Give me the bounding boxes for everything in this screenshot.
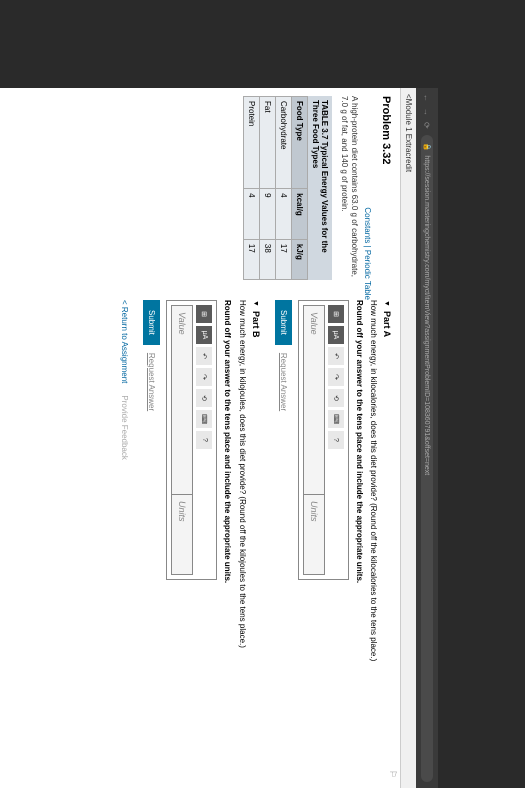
collapse-icon: ▼ (383, 300, 390, 307)
keyboard-icon[interactable]: ⌨ (327, 410, 343, 428)
energy-table: Food Type kcal/g kJ/g Carbohydrate417 Fa… (243, 96, 308, 280)
table-row: Fat938 (259, 96, 275, 279)
url-bar[interactable]: 🔒 https://session.masteringchemistry.com… (421, 134, 433, 781)
request-answer-b[interactable]: Request Answer (147, 352, 156, 410)
request-answer-a[interactable]: Request Answer (278, 352, 287, 410)
lock-icon: 🔒 (423, 142, 431, 151)
table-header-row: Food Type kcal/g kJ/g (291, 96, 307, 279)
collapse-icon: ▼ (252, 300, 259, 307)
part-a-question: How much energy, in kilocalories, does t… (367, 300, 377, 776)
refresh-icon[interactable]: ⟳ (422, 122, 431, 129)
undo-icon[interactable]: ↶ (327, 347, 343, 365)
symbol-tool-icon[interactable]: μA (327, 326, 343, 344)
part-a-answer-box: ⊞ μA ↶ ↷ ⟲ ⌨ ? Value Units (297, 300, 348, 580)
part-b-instruction: Round off your answer to the tens place … (223, 300, 232, 776)
part-a-instruction: Round off your answer to the tens place … (354, 300, 363, 776)
template-tool-icon[interactable]: ⊞ (196, 305, 212, 323)
reset-icon[interactable]: ⟲ (327, 389, 343, 407)
tab-strip: <Module 1 Extracredit (400, 88, 416, 788)
help-icon[interactable]: ? (327, 431, 343, 449)
value-input[interactable]: Value (171, 305, 193, 495)
answer-toolbar: ⊞ μA ↶ ↷ ⟲ ⌨ ? (196, 305, 212, 575)
table-caption: TABLE 3.7 Typical Energy Values for the … (308, 96, 332, 280)
table-header: Food Type (291, 96, 307, 188)
table-row: Carbohydrate417 (275, 96, 291, 279)
url-text: https://session.masteringchemistry.com/m… (423, 155, 430, 475)
value-input[interactable]: Value (302, 305, 324, 495)
submit-button-b[interactable]: Submit (143, 300, 160, 345)
help-icon[interactable]: ? (196, 431, 212, 449)
submit-button-a[interactable]: Submit (274, 300, 291, 345)
back-arrow-icon[interactable]: ← (422, 94, 431, 102)
keyboard-icon[interactable]: ⌨ (196, 410, 212, 428)
redo-icon[interactable]: ↷ (327, 368, 343, 386)
problem-description: A high-protein diet contains 63.0 g of c… (338, 96, 359, 280)
part-b-header[interactable]: ▼ Part B (250, 300, 260, 776)
undo-icon[interactable]: ↶ (196, 347, 212, 365)
left-panel: Problem 3.32 Constants | Periodic Table … (0, 88, 400, 288)
feedback-link[interactable]: Provide Feedback (120, 395, 129, 459)
part-a-header[interactable]: ▼ Part A (382, 300, 392, 776)
tab-title[interactable]: <Module 1 Extracredit (404, 94, 413, 172)
return-link[interactable]: < Return to Assignment (120, 300, 129, 383)
redo-icon[interactable]: ↷ (196, 368, 212, 386)
part-b-question: How much energy, in kilojoules, does thi… (236, 300, 246, 776)
right-panel: ▼ Part A How much energy, in kilocalorie… (0, 288, 400, 788)
units-input[interactable]: Units (171, 495, 193, 575)
forward-arrow-icon[interactable]: → (422, 108, 431, 116)
reference-links[interactable]: Constants | Periodic Table (363, 96, 372, 300)
symbol-tool-icon[interactable]: μA (196, 326, 212, 344)
flag-icon[interactable]: ⚐ (387, 769, 398, 777)
table-header: kcal/g (291, 188, 307, 239)
table-header: kJ/g (291, 239, 307, 279)
browser-chrome: ← → ⟳ 🔒 https://session.masteringchemist… (416, 88, 438, 788)
units-input[interactable]: Units (302, 495, 324, 575)
part-b-answer-box: ⊞ μA ↶ ↷ ⟲ ⌨ ? Value Units (166, 300, 217, 580)
reset-icon[interactable]: ⟲ (196, 389, 212, 407)
answer-toolbar: ⊞ μA ↶ ↷ ⟲ ⌨ ? (327, 305, 343, 575)
table-row: Protein417 (243, 96, 259, 279)
template-tool-icon[interactable]: ⊞ (327, 305, 343, 323)
problem-title: Problem 3.32 (380, 96, 392, 280)
